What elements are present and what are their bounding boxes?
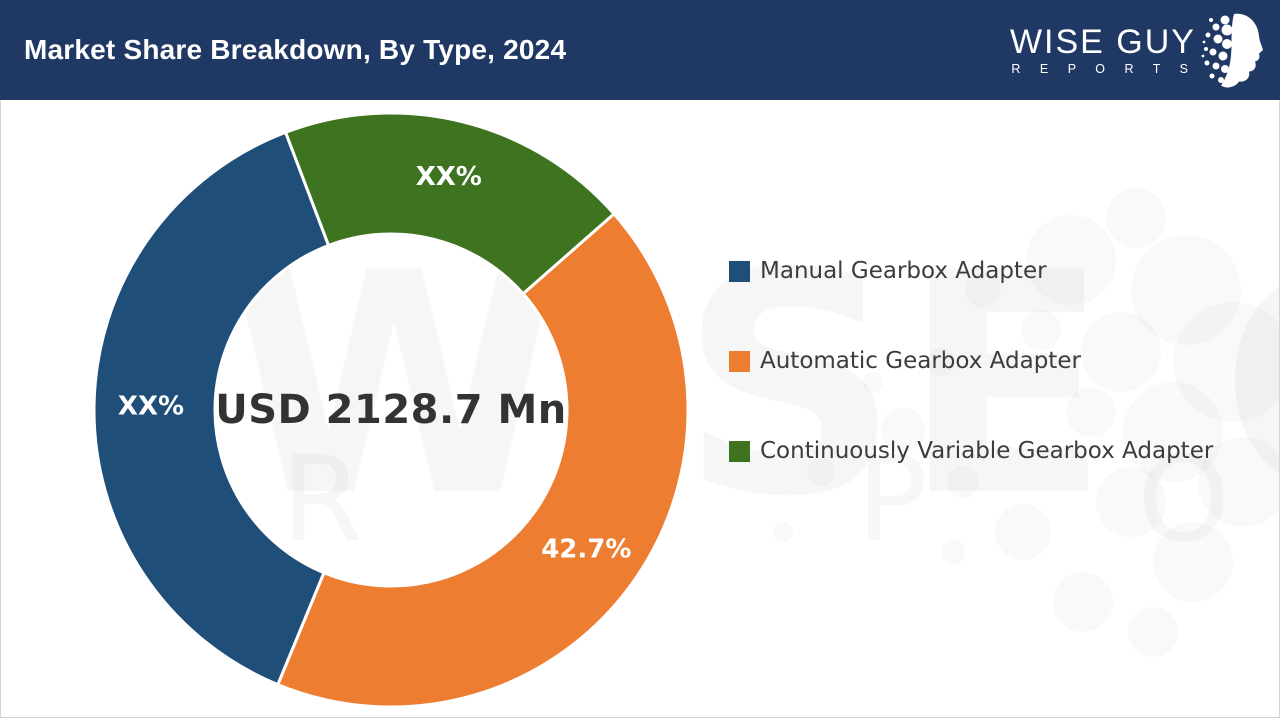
page-title: Market Share Breakdown, By Type, 2024 xyxy=(24,34,567,65)
legend-swatch-icon xyxy=(729,440,750,462)
donut-chart: XX% 42.7% XX% xyxy=(92,111,690,709)
donut-slice-1 xyxy=(276,212,690,709)
logo-wordmark: WISE GUY xyxy=(1009,22,1196,61)
legend-swatch-icon xyxy=(729,260,750,282)
donut-slice-2 xyxy=(92,130,330,687)
chart-area: WISE GUY R E P O R T S XX%42.7%XX% USD 2… xyxy=(0,100,1280,718)
wise-guy-logo: WISE GUY R E P O R T S xyxy=(1010,0,1264,100)
logo-tagline: R E P O R T S xyxy=(1011,61,1196,76)
legend-label: Continuously Variable Gearbox Adapter xyxy=(760,438,1214,464)
logo-face-icon xyxy=(1201,13,1263,88)
legend-item-2: Continuously Variable Gearbox Adapter xyxy=(729,436,1213,466)
legend-item-1: Automatic Gearbox Adapter xyxy=(729,346,1213,376)
slice-label-1: 42.7% xyxy=(541,535,631,565)
donut-slice-0 xyxy=(284,111,616,296)
slice-label-2: XX% xyxy=(118,392,184,422)
header-bar: Market Share Breakdown, By Type, 2024 WI… xyxy=(0,0,1280,100)
legend-item-0: Manual Gearbox Adapter xyxy=(729,256,1213,286)
chart-legend: Manual Gearbox Adapter Automatic Gearbox … xyxy=(729,256,1213,526)
slice-label-0: XX% xyxy=(416,162,482,192)
logo-text: WISE GUY R E P O R T S xyxy=(1010,25,1196,76)
donut-center-value: USD 2128.7 Mn xyxy=(215,387,567,433)
legend-swatch-icon xyxy=(729,350,750,372)
legend-label: Manual Gearbox Adapter xyxy=(760,258,1047,284)
legend-label: Automatic Gearbox Adapter xyxy=(760,348,1081,374)
